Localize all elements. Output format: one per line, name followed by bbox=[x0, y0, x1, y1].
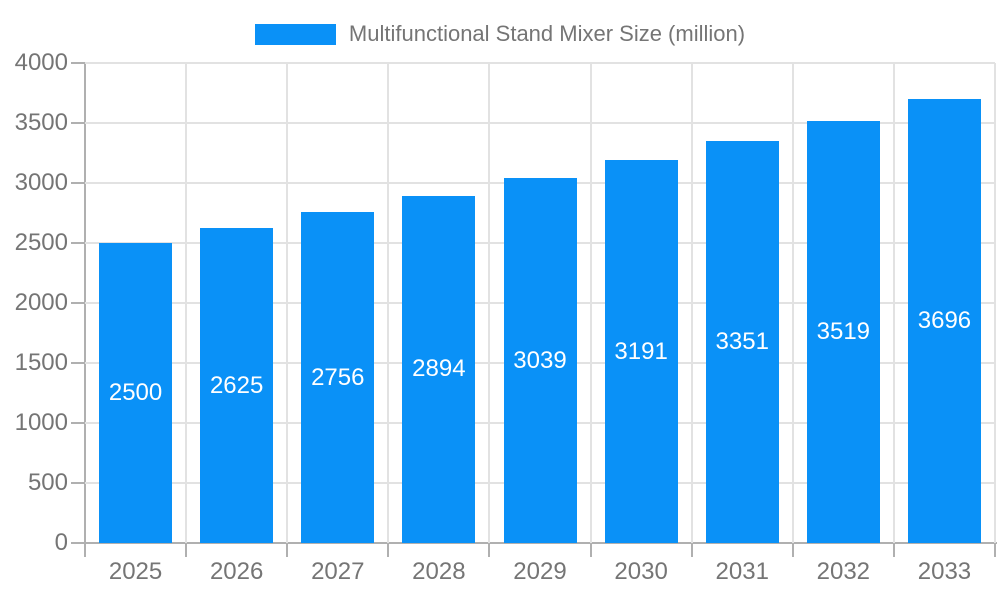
gridline-vertical bbox=[185, 63, 188, 543]
bar-value-label: 2894 bbox=[412, 355, 466, 383]
y-axis-tick-label: 0 bbox=[54, 529, 68, 556]
gridline-horizontal bbox=[85, 122, 995, 124]
legend: Multifunctional Stand Mixer Size (millio… bbox=[0, 21, 1000, 47]
y-axis-tick-label: 500 bbox=[27, 469, 68, 496]
y-axis-tick-label: 4000 bbox=[14, 49, 68, 76]
x-axis-tick bbox=[892, 543, 895, 557]
bar-value-label: 3039 bbox=[513, 346, 567, 374]
bar-value-label: 3351 bbox=[715, 327, 769, 355]
bar-2032[interactable] bbox=[806, 120, 880, 543]
legend-item[interactable]: Multifunctional Stand Mixer Size (millio… bbox=[254, 21, 746, 47]
y-axis-tick bbox=[71, 182, 85, 184]
gridline-vertical bbox=[488, 63, 491, 543]
bar-value-label: 2500 bbox=[108, 379, 163, 406]
y-axis-line bbox=[84, 63, 86, 557]
gridline-vertical bbox=[994, 63, 996, 543]
bar-2027[interactable] bbox=[301, 212, 375, 543]
x-axis-tick-label: 2029 bbox=[513, 558, 567, 585]
y-axis-tick bbox=[71, 242, 85, 244]
y-axis-tick-label: 1500 bbox=[14, 349, 68, 376]
x-axis-tick bbox=[690, 543, 693, 557]
x-axis-tick-label: 2025 bbox=[108, 558, 163, 585]
x-axis-tick-label: 2028 bbox=[412, 558, 466, 585]
bar-2029[interactable] bbox=[503, 178, 577, 543]
gridline-vertical bbox=[589, 63, 592, 543]
gridline-vertical bbox=[791, 63, 794, 543]
bar-value-label: 2625 bbox=[209, 371, 264, 399]
y-axis-tick bbox=[71, 482, 85, 484]
gridline-horizontal bbox=[85, 62, 995, 64]
x-axis-tick-label: 2033 bbox=[917, 558, 972, 585]
x-axis-tick bbox=[994, 543, 996, 557]
bar-value-label: 3191 bbox=[614, 337, 668, 365]
x-axis-tick bbox=[286, 543, 289, 557]
bar-2025[interactable] bbox=[99, 243, 173, 543]
x-axis-line bbox=[84, 542, 997, 544]
x-axis-tick bbox=[84, 543, 86, 557]
bar-2030[interactable] bbox=[604, 160, 678, 543]
legend-label: Multifunctional Stand Mixer Size (millio… bbox=[348, 21, 746, 46]
y-axis-tick bbox=[71, 542, 85, 544]
x-axis-tick-label: 2026 bbox=[209, 558, 264, 585]
y-axis-tick bbox=[71, 302, 85, 304]
gridline-vertical bbox=[387, 63, 390, 543]
y-axis-tick-label: 3500 bbox=[14, 109, 68, 136]
x-axis-tick bbox=[791, 543, 794, 557]
y-axis-tick bbox=[71, 62, 85, 64]
x-axis-tick bbox=[589, 543, 592, 557]
bar-value-label: 2756 bbox=[311, 363, 365, 391]
y-axis-tick-label: 3000 bbox=[14, 169, 68, 196]
y-axis-tick bbox=[71, 122, 85, 124]
x-axis-tick-label: 2032 bbox=[816, 558, 871, 585]
gridline-vertical bbox=[286, 63, 289, 543]
x-axis-tick bbox=[387, 543, 390, 557]
bar-2033[interactable] bbox=[907, 99, 981, 543]
x-axis-tick-label: 2030 bbox=[614, 558, 668, 585]
x-axis-tick bbox=[488, 543, 491, 557]
legend-swatch-icon bbox=[254, 23, 336, 45]
y-axis-tick bbox=[71, 422, 85, 424]
gridline-vertical bbox=[892, 63, 895, 543]
x-axis-tick bbox=[185, 543, 188, 557]
bar-2026[interactable] bbox=[200, 228, 274, 543]
bar-value-label: 3696 bbox=[917, 307, 972, 335]
y-axis-tick-label: 2000 bbox=[14, 289, 68, 316]
y-axis-tick-label: 1000 bbox=[14, 409, 68, 436]
bar-2028[interactable] bbox=[402, 195, 476, 543]
gridline-vertical bbox=[690, 63, 693, 543]
y-axis-tick-label: 2500 bbox=[14, 229, 68, 256]
bar-2031[interactable] bbox=[705, 140, 779, 543]
x-axis-tick-label: 2027 bbox=[311, 558, 365, 585]
y-axis-tick bbox=[71, 362, 85, 364]
bar-value-label: 3519 bbox=[816, 317, 871, 345]
x-axis-tick-label: 2031 bbox=[715, 558, 769, 585]
